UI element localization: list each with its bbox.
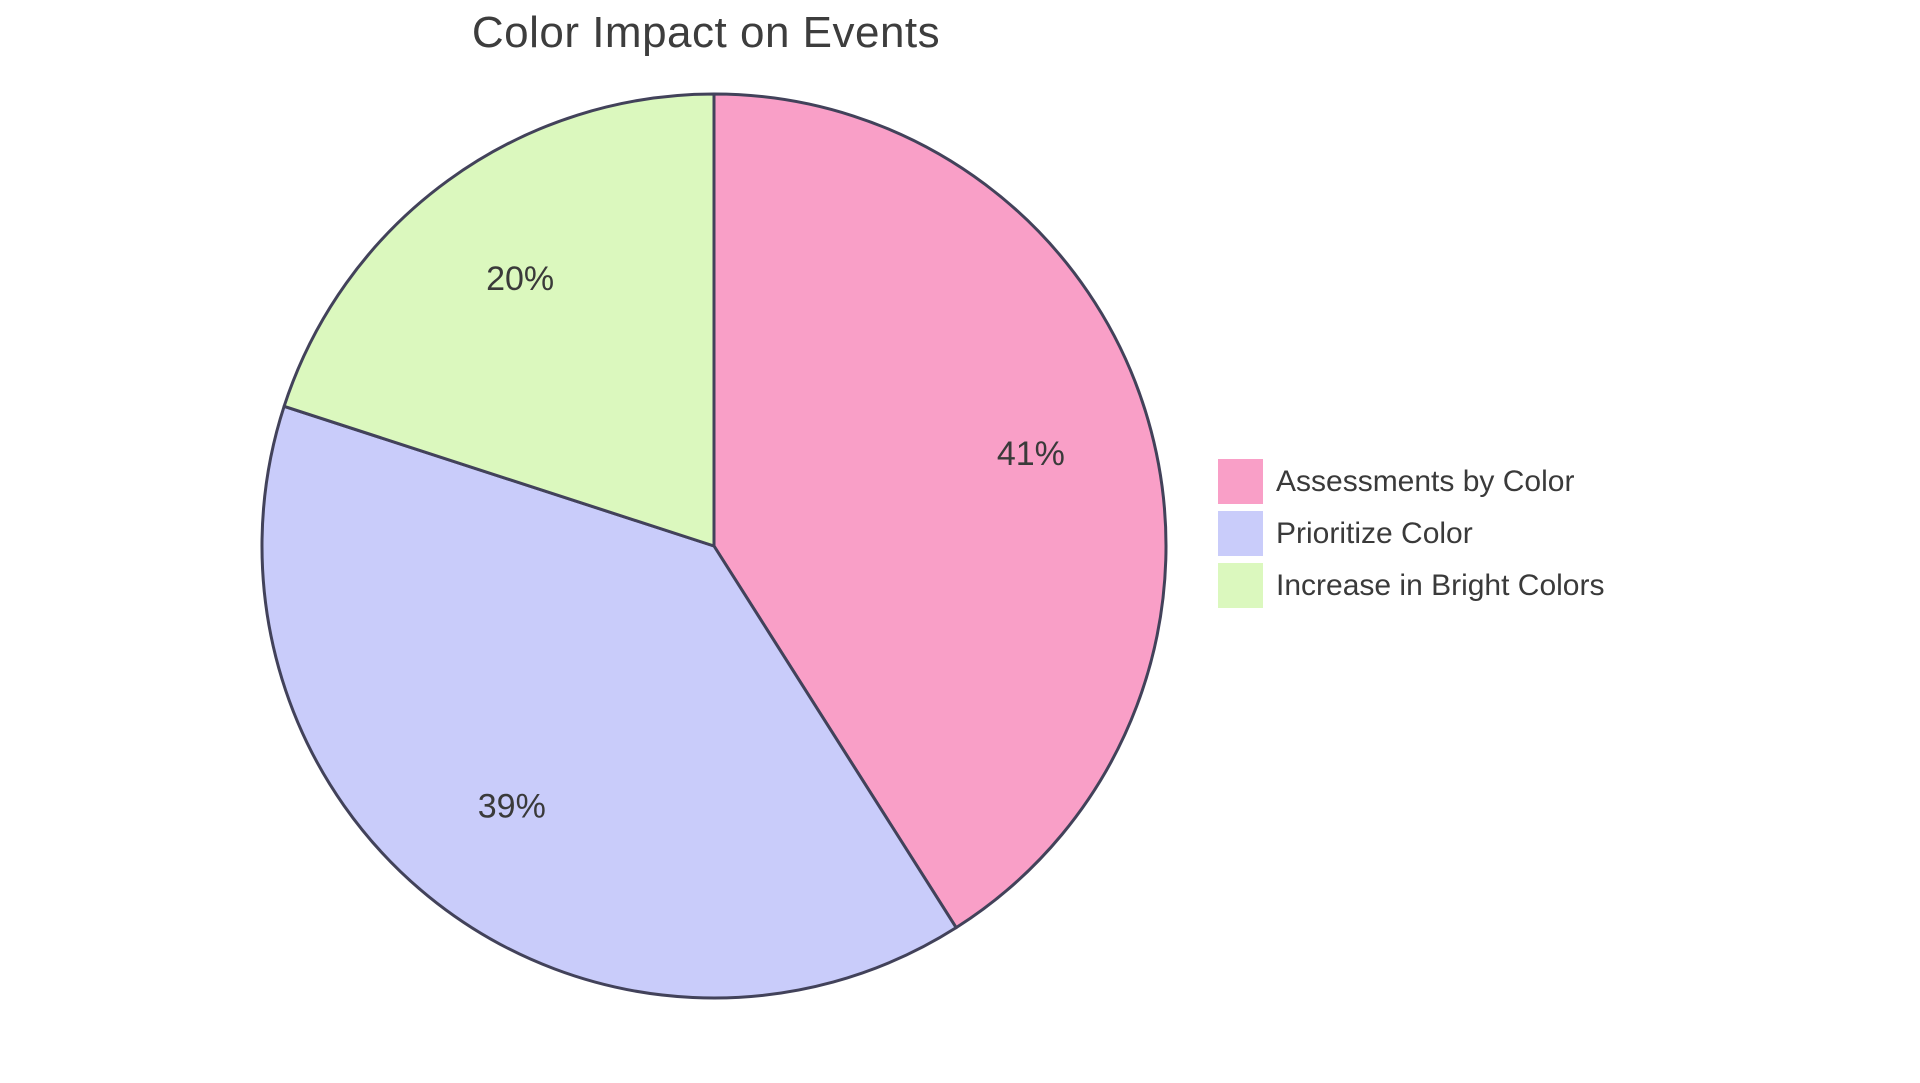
legend-label-2: Prioritize Color: [1276, 516, 1473, 550]
legend-swatch-2: [1218, 511, 1263, 556]
legend-item-2: Prioritize Color: [1218, 511, 1604, 556]
pie-slice-1: [712, 92, 1168, 930]
slice-percent-label-1: 41%: [997, 435, 1065, 473]
slice-percent-label-3: 20%: [486, 260, 554, 298]
legend-label-1: Assessments by Color: [1276, 464, 1575, 498]
legend-swatch-1: [1218, 459, 1263, 504]
pie-slice-2: [260, 404, 958, 1000]
legend-label-3: Increase in Bright Colors: [1276, 568, 1605, 602]
legend-item-3: Increase in Bright Colors: [1218, 563, 1604, 608]
legend-swatch-3: [1218, 563, 1263, 608]
legend-item-1: Assessments by Color: [1218, 459, 1604, 504]
slice-percent-label-2: 39%: [478, 788, 546, 826]
pie-percent-labels-group: 41% 39% 20%: [478, 260, 1065, 826]
chart-title: Color Impact on Events: [471, 8, 941, 57]
pie-slices-group: [260, 92, 1168, 1000]
chart-legend: Assessments by Color Prioritize Color Incr…: [1218, 459, 1604, 608]
pie-slice-3: [282, 92, 716, 548]
